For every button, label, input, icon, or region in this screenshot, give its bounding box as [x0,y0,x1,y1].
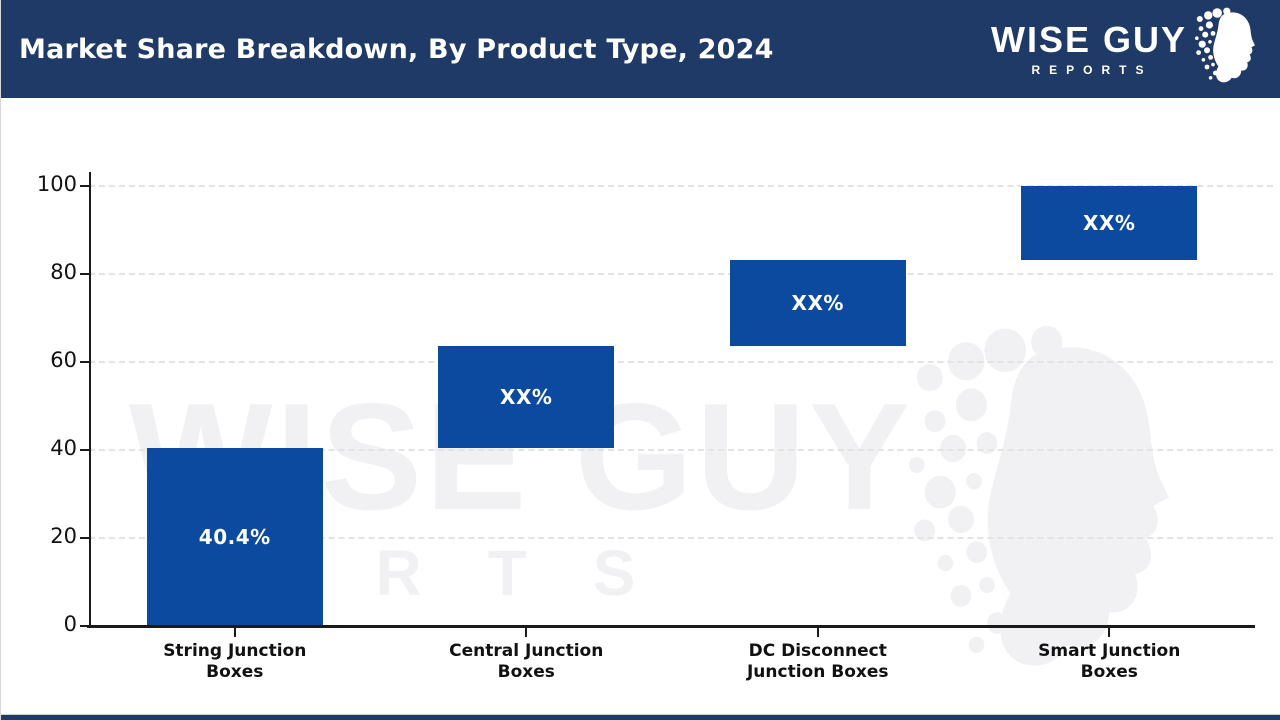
gridline [89,273,1273,275]
bar-2: XX% [438,345,615,449]
x-axis-tick [233,628,236,637]
x-axis-tick [1108,628,1111,637]
wiseguy-face-icon [1195,7,1255,83]
y-axis-tick [80,537,89,539]
bar-4: XX% [1021,186,1198,260]
x-axis [87,625,1255,628]
footer-bar [1,715,1280,720]
y-tick-label: 20 [50,524,77,548]
bar-value-label: 40.4% [198,525,271,550]
x-category-label: String Junction Boxes [163,641,307,682]
y-axis [89,172,91,628]
y-tick-label: 60 [50,348,77,372]
bar-1: 40.4% [146,448,323,626]
wiseguy-logo: WISE GUY REPORTS [991,7,1261,91]
y-axis-tick [80,361,89,363]
gridline [89,185,1273,187]
y-tick-label: 100 [36,172,77,196]
x-category-label: Central Junction Boxes [449,641,604,682]
logo-wordmark: WISE GUY [990,19,1187,60]
gridline [89,361,1273,363]
logo-subtitle: REPORTS [1031,63,1153,77]
bar-value-label: XX% [791,290,844,315]
x-category-label: DC Disconnect Junction Boxes [746,641,889,682]
y-tick-label: 0 [63,612,77,636]
x-axis-tick [816,628,819,637]
bar-3: XX% [729,259,906,346]
bottom-border [1,714,1280,715]
y-tick-label: 40 [50,436,77,460]
bar-value-label: XX% [500,384,553,409]
x-category-label: Smart Junction Boxes [1038,641,1181,682]
y-axis-tick [80,449,89,451]
gridline [89,537,1273,539]
y-tick-label: 80 [50,260,77,284]
y-axis-tick [80,185,89,187]
header-bar: Market Share Breakdown, By Product Type,… [1,0,1280,98]
gridline [89,449,1273,451]
chart-title: Market Share Breakdown, By Product Type,… [19,33,774,65]
y-axis-tick [80,273,89,275]
y-axis-tick [80,625,89,627]
x-axis-tick [525,628,528,637]
bar-value-label: XX% [1083,210,1136,235]
logo-text: WISE GUY REPORTS [990,19,1187,77]
